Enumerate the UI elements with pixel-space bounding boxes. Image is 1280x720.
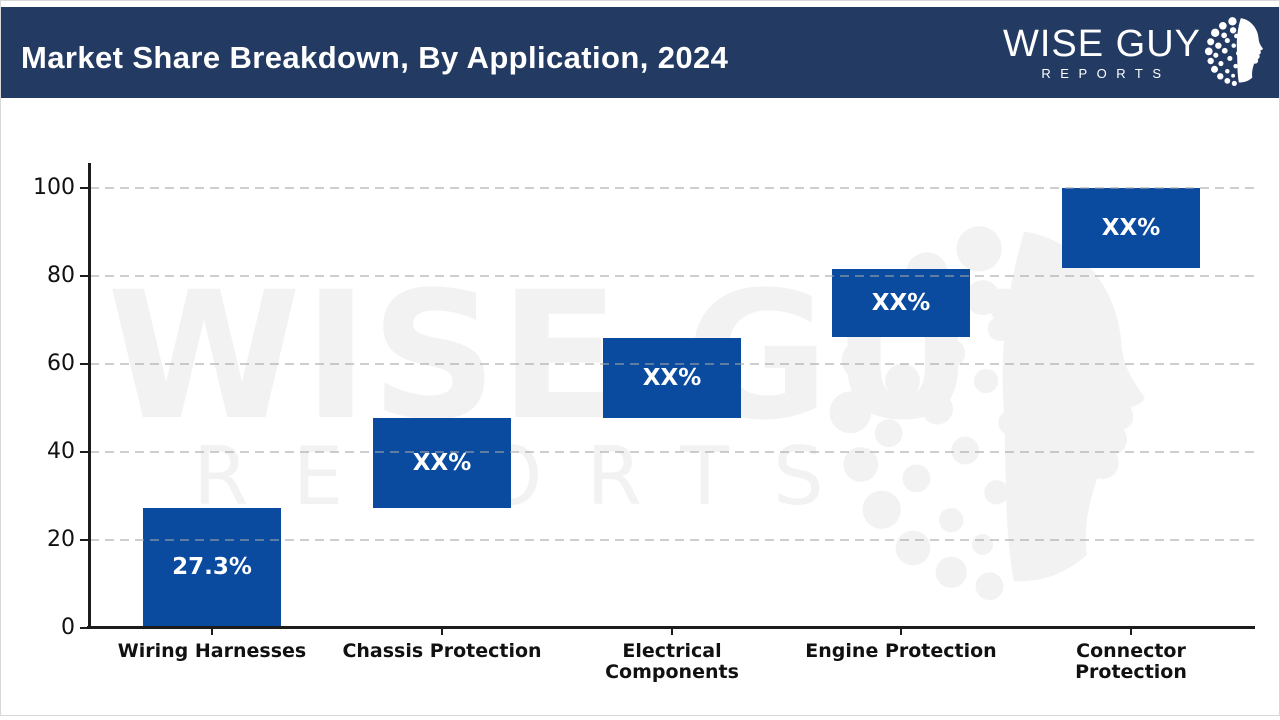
watermark-reports-text: REPORTS: [193, 430, 868, 523]
title-banner: Market Share Breakdown, By Application, …: [1, 7, 1279, 98]
wiseguy-logo-text: WISE GUY REPORTS: [1003, 25, 1201, 81]
x-category-label: Electrical Components: [605, 640, 739, 683]
y-tick-label: 80: [47, 263, 75, 288]
y-tick-label: 40: [47, 439, 75, 464]
y-tick-mark: [80, 187, 88, 189]
x-category-label: Connector Protection: [1075, 640, 1187, 683]
bar-segment: [832, 268, 970, 338]
gridline-60: [90, 363, 1254, 365]
bar-segment: [143, 507, 281, 628]
x-tick-mark: [900, 629, 902, 635]
x-tick-mark: [671, 629, 673, 635]
bar-segment: [373, 418, 511, 508]
logo-reports-label: REPORTS: [1041, 66, 1171, 81]
x-category-label: Chassis Protection: [342, 640, 542, 662]
x-category-label: Wiring Harnesses: [117, 640, 307, 662]
x-tick-mark: [1130, 629, 1132, 635]
bar-value-label: XX%: [871, 289, 931, 316]
bar-value-label: XX%: [1101, 214, 1161, 241]
bar-segment: [1062, 188, 1200, 269]
gridline-80: [90, 275, 1254, 277]
bar-value-label: XX%: [412, 449, 472, 476]
y-tick-label: 60: [47, 351, 75, 376]
bar-value-label: XX%: [642, 364, 702, 391]
y-tick-label: 0: [61, 615, 75, 640]
gridline-100: [90, 187, 1254, 189]
x-category-label: Engine Protection: [805, 640, 997, 662]
bar-segment: [603, 338, 741, 419]
x-tick-mark: [211, 629, 213, 635]
y-tick-mark: [80, 275, 88, 277]
y-tick-mark: [80, 363, 88, 365]
gridline-20: [90, 539, 1254, 541]
gridline-40: [90, 451, 1254, 453]
y-tick-label: 20: [47, 527, 75, 552]
y-tick-mark: [80, 451, 88, 453]
y-axis-line: [88, 163, 91, 629]
y-tick-mark: [80, 539, 88, 541]
x-tick-mark: [441, 629, 443, 635]
wiseguy-head-icon: [1204, 17, 1263, 86]
wiseguy-logo: WISE GUY REPORTS: [1003, 16, 1267, 90]
y-tick-label: 100: [33, 175, 75, 200]
bar-value-label: 27.3%: [172, 554, 252, 581]
logo-wiseguy-label: WISE GUY: [1002, 23, 1201, 65]
y-tick-mark: [80, 627, 88, 629]
page-title: Market Share Breakdown, By Application, …: [21, 40, 729, 75]
x-axis-line: [87, 626, 1255, 629]
